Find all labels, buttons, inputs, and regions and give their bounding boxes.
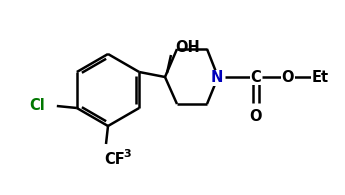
Text: O: O [250,109,262,124]
Text: OH: OH [175,41,200,56]
Text: N: N [211,71,223,85]
Text: 3: 3 [123,149,131,159]
Text: CF: CF [104,152,125,167]
Text: O: O [282,69,294,84]
Text: Et: Et [312,69,328,84]
Text: Cl: Cl [29,98,45,113]
Text: C: C [250,69,262,84]
